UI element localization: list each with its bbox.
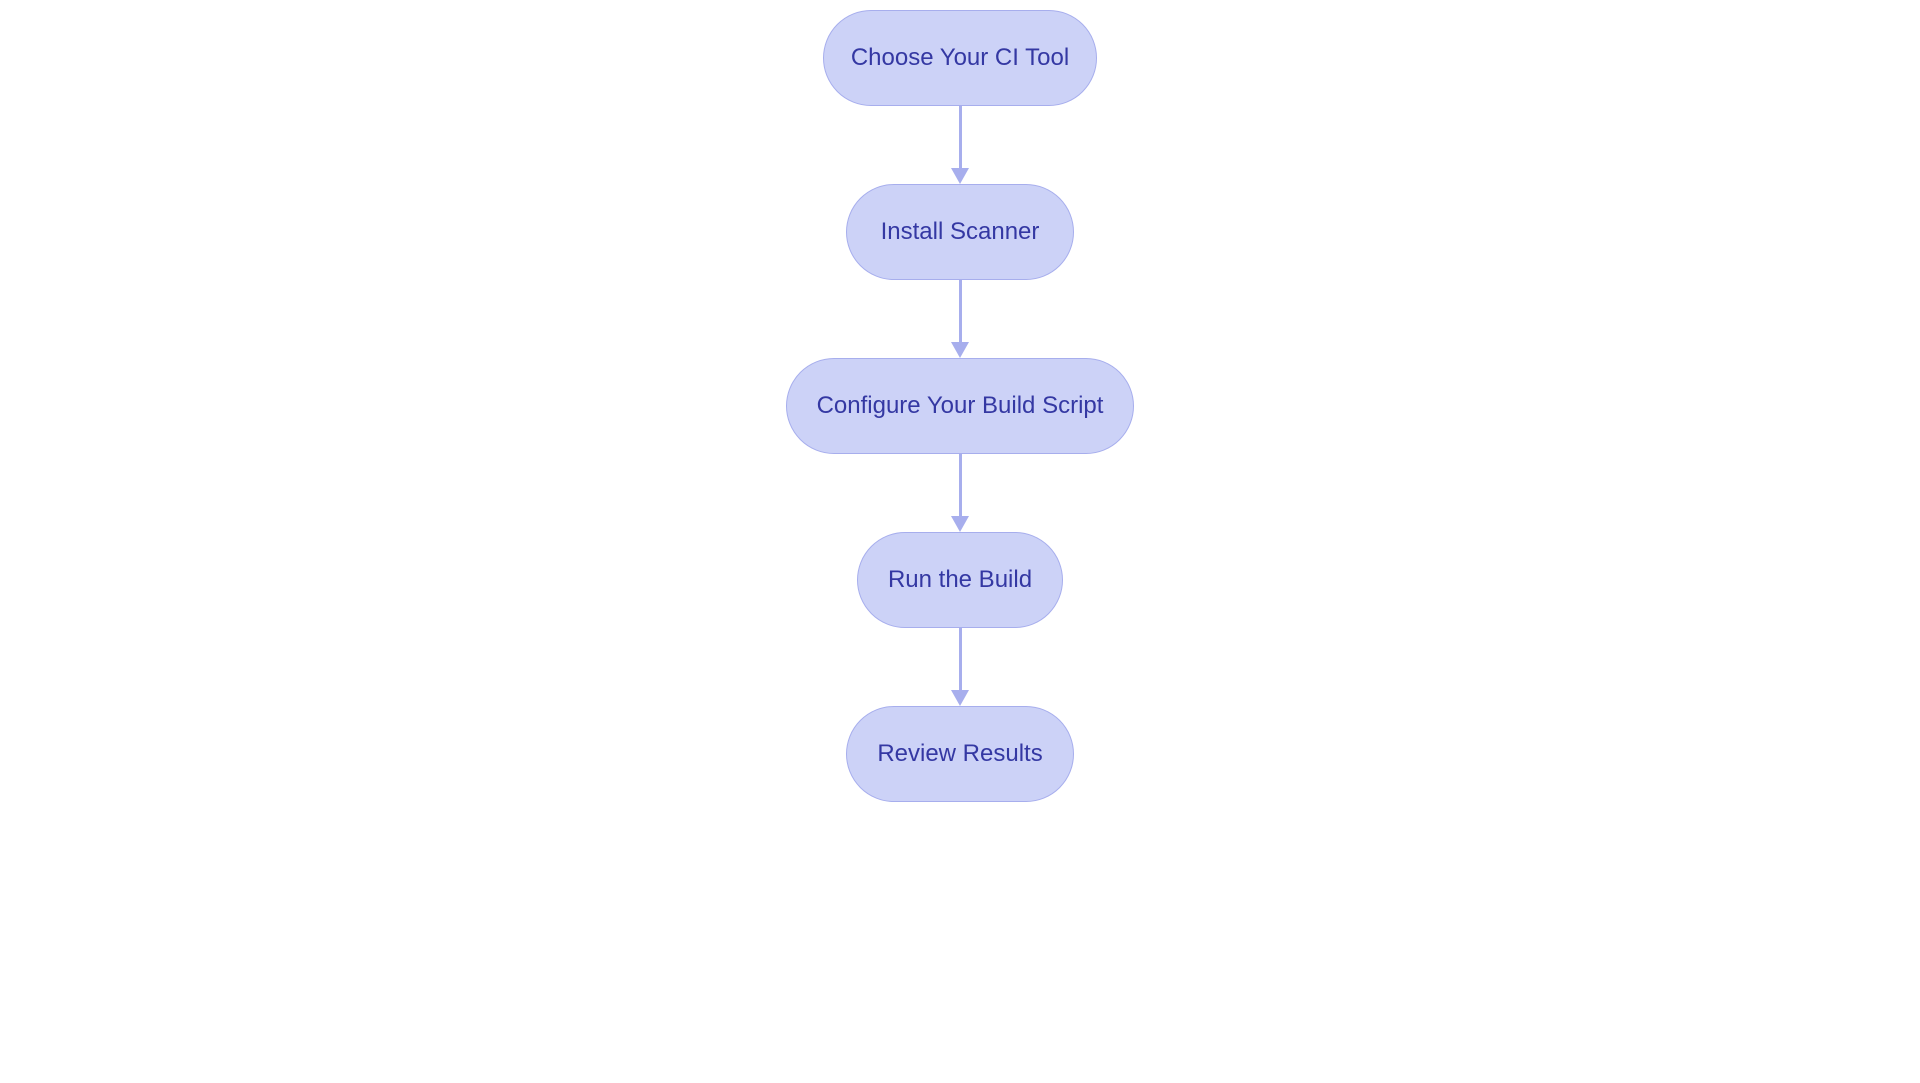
arrow-head-icon: [951, 168, 969, 184]
flowchart-container: Choose Your CI Tool Install Scanner Conf…: [786, 10, 1134, 802]
node-label: Install Scanner: [881, 218, 1040, 246]
node-label: Review Results: [877, 740, 1042, 768]
arrow-head-icon: [951, 342, 969, 358]
node-install-scanner: Install Scanner: [846, 184, 1074, 280]
arrow-2: [951, 280, 969, 358]
arrow-head-icon: [951, 690, 969, 706]
node-label: Configure Your Build Script: [817, 392, 1104, 420]
arrow-head-icon: [951, 516, 969, 532]
arrow-line: [959, 280, 962, 342]
node-configure-build-script: Configure Your Build Script: [786, 358, 1134, 454]
node-review-results: Review Results: [846, 706, 1074, 802]
node-label: Run the Build: [888, 566, 1032, 594]
node-label: Choose Your CI Tool: [851, 44, 1069, 72]
arrow-line: [959, 106, 962, 168]
node-run-the-build: Run the Build: [857, 532, 1063, 628]
arrow-4: [951, 628, 969, 706]
arrow-line: [959, 628, 962, 690]
arrow-1: [951, 106, 969, 184]
node-choose-ci-tool: Choose Your CI Tool: [823, 10, 1097, 106]
arrow-3: [951, 454, 969, 532]
arrow-line: [959, 454, 962, 516]
